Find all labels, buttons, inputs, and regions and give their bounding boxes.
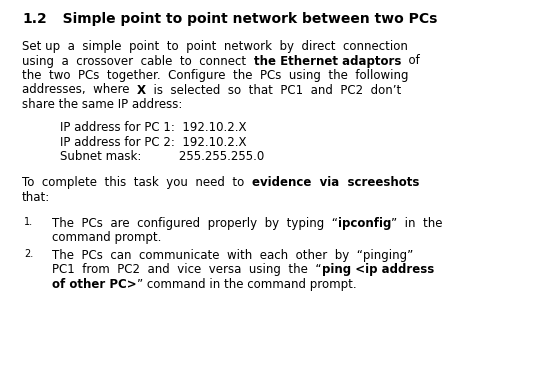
Text: Set up  a  simple  point  to  point  network  by  direct  connection: Set up a simple point to point network b…: [22, 40, 408, 53]
Text: To  complete  this  task  you  need  to: To complete this task you need to: [22, 176, 252, 189]
Text: that:: that:: [22, 191, 50, 204]
Text: The  PCs  can  communicate  with  each  other  by  “pinging”: The PCs can communicate with each other …: [52, 249, 413, 262]
Text: IP address for PC 2:  192.10.2.X: IP address for PC 2: 192.10.2.X: [60, 136, 247, 149]
Text: share the same IP address:: share the same IP address:: [22, 98, 182, 111]
Text: X: X: [137, 83, 146, 96]
Text: 2.: 2.: [24, 249, 33, 259]
Text: command prompt.: command prompt.: [52, 232, 161, 244]
Text: is  selected  so  that  PC1  and  PC2  don’t: is selected so that PC1 and PC2 don’t: [146, 83, 401, 96]
Text: 1.: 1.: [24, 217, 33, 227]
Text: evidence  via  screeshots: evidence via screeshots: [252, 176, 419, 189]
Text: IP address for PC 1:  192.10.2.X: IP address for PC 1: 192.10.2.X: [60, 121, 247, 134]
Text: PC1  from  PC2  and  vice  versa  using  the  “: PC1 from PC2 and vice versa using the “: [52, 263, 321, 276]
Text: using  a  crossover  cable  to  connect: using a crossover cable to connect: [22, 55, 254, 68]
Text: ”  in  the: ” in the: [391, 217, 443, 230]
Text: ” command in the command prompt.: ” command in the command prompt.: [137, 278, 357, 291]
Text: The  PCs  are  configured  properly  by  typing  “: The PCs are configured properly by typin…: [52, 217, 338, 230]
Text: of other PC>: of other PC>: [52, 278, 137, 291]
Text: of: of: [401, 55, 420, 68]
Text: Subnet mask:          255.255.255.0: Subnet mask: 255.255.255.0: [60, 150, 264, 163]
Text: addresses,  where: addresses, where: [22, 83, 137, 96]
Text: 1.2: 1.2: [22, 12, 47, 26]
Text: ping <ip address: ping <ip address: [321, 263, 434, 276]
Text: ipconfig: ipconfig: [338, 217, 391, 230]
Text: the  two  PCs  together.  Configure  the  PCs  using  the  following: the two PCs together. Configure the PCs …: [22, 69, 408, 82]
Text: Simple point to point network between two PCs: Simple point to point network between tw…: [48, 12, 437, 26]
Text: the Ethernet adaptors: the Ethernet adaptors: [254, 55, 401, 68]
